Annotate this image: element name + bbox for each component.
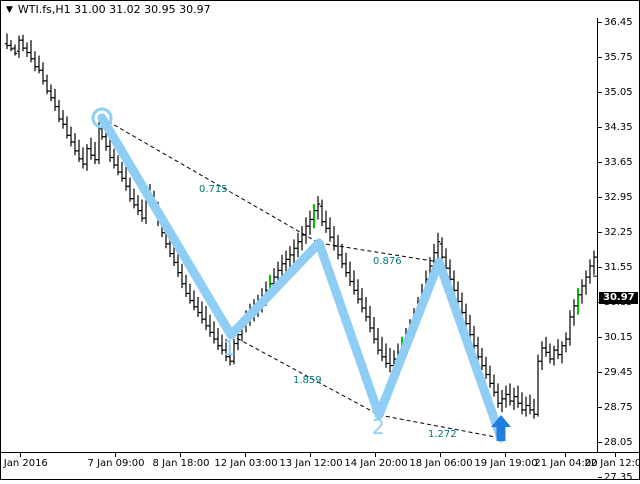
candle [315, 196, 321, 220]
time-tick [375, 453, 376, 457]
tick-mark [598, 57, 602, 58]
time-tick [565, 453, 566, 457]
zigzag-pattern-line[interactable] [97, 113, 506, 443]
tick-mark [598, 442, 602, 443]
time-tick-label: 7 Jan 09:00 [87, 458, 145, 469]
time-tick-label: 14 Jan 20:00 [344, 458, 408, 469]
price-tick-label: 32.95 [604, 192, 633, 203]
chart-header: ▼ WTI.fs,H1 31.00 31.02 30.95 30.97 [6, 3, 211, 17]
time-tick [440, 453, 441, 457]
tick-mark [598, 162, 602, 163]
price-tick-label: 28.05 [604, 437, 633, 448]
time-tick [20, 453, 21, 457]
price-tick-label: 33.65 [604, 157, 633, 168]
price-tick-label: 27.35 [604, 472, 633, 483]
candle [12, 44, 18, 56]
candlestick-series [4, 33, 597, 419]
time-tick [180, 453, 181, 457]
tick-mark [598, 267, 602, 268]
time-tick [245, 453, 246, 457]
price-tick-label: 36.45 [604, 17, 633, 28]
time-tick-label: 13 Jan 12:00 [279, 458, 343, 469]
tick-mark [598, 197, 602, 198]
price-tick-label: 30.15 [604, 332, 633, 343]
price-tick: 32.95 [598, 192, 640, 204]
chart-header-label: WTI.fs,H1 31.00 31.02 30.95 30.97 [17, 3, 211, 16]
time-tick-label: 8 Jan 18:00 [152, 458, 210, 469]
chart-plot-area[interactable]: 1 2 0.715 0.876 1.859 1.272 [1, 18, 597, 452]
price-tick: 33.65 [598, 157, 640, 169]
price-tick: 36.45 [598, 17, 640, 29]
price-tick: 28.75 [598, 402, 640, 414]
time-tick [310, 453, 311, 457]
chevron-down-icon[interactable]: ▼ [6, 4, 13, 15]
time-tick-label: 6 Jan 2016 [0, 458, 48, 469]
time-tick-label: 21 Jan 04:00 [534, 458, 598, 469]
candle [595, 256, 597, 258]
current-price-label: 30.97 [603, 292, 635, 303]
price-tick-label: 34.35 [604, 122, 633, 133]
tick-mark [598, 407, 602, 408]
price-tick: 29.45 [598, 367, 640, 379]
price-tick-label: 32.25 [604, 227, 633, 238]
time-tick [505, 453, 506, 457]
fib-ratio-label: 0.876 [373, 256, 402, 267]
tick-mark [598, 127, 602, 128]
candle [8, 40, 14, 52]
pivot-label: 1 [223, 336, 236, 360]
time-axis[interactable]: 6 Jan 2016 7 Jan 09:00 8 Jan 18:00 12 Jan 0… [0, 452, 640, 479]
pattern-overlay: 1 2 0.715 0.876 1.859 1.272 [91, 107, 511, 443]
tick-mark [598, 337, 602, 338]
tick-mark [598, 232, 602, 233]
time-tick-label: 18 Jan 06:00 [409, 458, 473, 469]
tick-mark [598, 22, 602, 23]
time-tick-label: 22 Jan 12:00 [584, 458, 640, 469]
price-tick: 34.35 [598, 122, 640, 134]
pivot-label: 2 [372, 415, 385, 439]
price-tick: 27.35 [598, 472, 640, 484]
price-tick-label: 35.05 [604, 87, 633, 98]
fib-ratio-label: 1.272 [428, 429, 457, 440]
fib-trendline[interactable] [318, 242, 440, 263]
time-tick [115, 453, 116, 457]
buy-signal-arrow[interactable] [491, 415, 511, 441]
price-tick: 30.15 [598, 332, 640, 344]
tick-mark [598, 477, 602, 478]
price-tick-label: 31.55 [604, 262, 633, 273]
price-tick: 31.55 [598, 262, 640, 274]
current-price-box: 30.97 [599, 292, 638, 304]
fib-trendline[interactable] [230, 334, 380, 416]
price-tick-label: 28.75 [604, 402, 633, 413]
price-tick-label: 35.75 [604, 52, 633, 63]
price-tick: 28.05 [598, 437, 640, 449]
time-tick [615, 453, 616, 457]
candle [435, 232, 441, 262]
time-tick-label: 19 Jan 19:00 [474, 458, 538, 469]
price-tick: 35.05 [598, 87, 640, 99]
price-tick: 35.75 [598, 52, 640, 64]
price-tick: 32.25 [598, 227, 640, 239]
fib-ratio-label: 0.715 [199, 184, 228, 195]
tick-mark [598, 92, 602, 93]
time-tick-label: 12 Jan 03:00 [214, 458, 278, 469]
price-axis[interactable]: 36.45 35.75 35.05 34.35 33.65 32.95 32.25 31.55… [597, 17, 640, 483]
pattern-start-marker[interactable] [91, 107, 113, 129]
tick-mark [598, 372, 602, 373]
fib-ratio-label: 1.859 [293, 375, 322, 386]
price-tick-label: 29.45 [604, 367, 633, 378]
